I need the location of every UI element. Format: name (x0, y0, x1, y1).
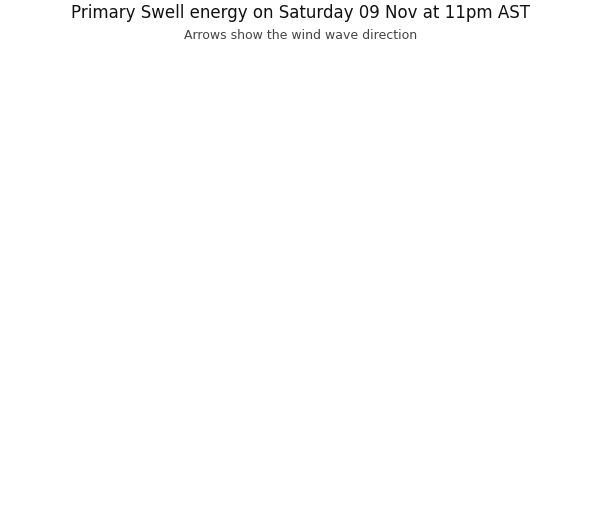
Text: cartopy required: cartopy required (243, 269, 358, 283)
Text: Primary Swell energy on Saturday 09 Nov at 11pm AST: Primary Swell energy on Saturday 09 Nov … (71, 4, 530, 22)
Text: Arrows show the wind wave direction: Arrows show the wind wave direction (184, 29, 417, 42)
